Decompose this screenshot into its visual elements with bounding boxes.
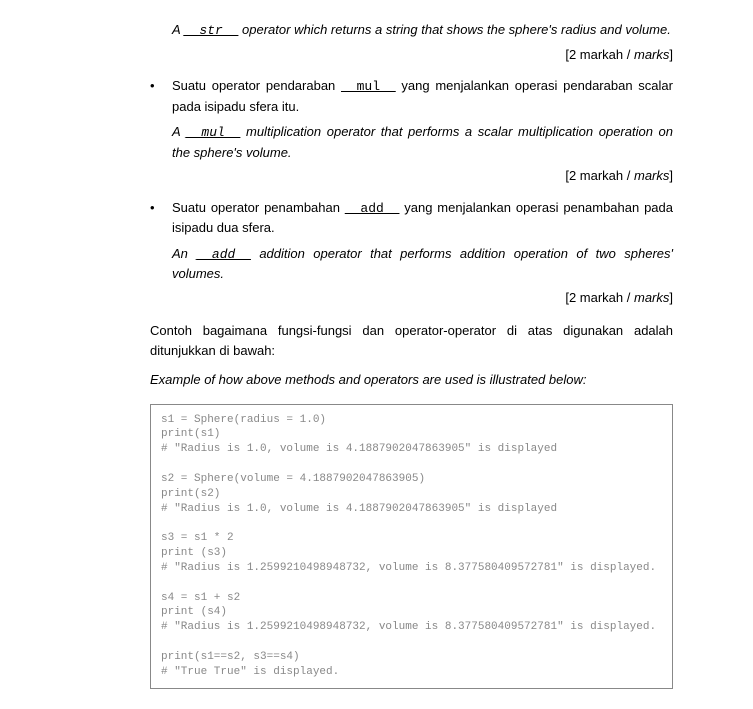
- example-heading-malay: Contoh bagaimana fungsi-fungsi dan opera…: [150, 321, 673, 360]
- add-bullet: • Suatu operator penambahan __add__ yang…: [150, 198, 673, 238]
- add-operator-marks: [2 markah / marks]: [150, 288, 673, 308]
- mul-operator-description: A __mul__ multiplication operator that p…: [172, 122, 673, 162]
- mul-bullet: • Suatu operator pendaraban __mul__ yang…: [150, 76, 673, 116]
- bullet-marker: •: [150, 76, 172, 116]
- mul-operator-text: Suatu operator pendaraban __mul__ yang m…: [172, 76, 673, 116]
- add-operator-text: Suatu operator penambahan __add__ yang m…: [172, 198, 673, 238]
- example-heading-english: Example of how above methods and operato…: [150, 370, 673, 390]
- bullet-marker: •: [150, 198, 172, 238]
- str-operator-description: A __str__ operator which returns a strin…: [172, 20, 673, 41]
- add-operator-description: An __add__ addition operator that perfor…: [172, 244, 673, 284]
- str-operator-marks: [2 markah / marks]: [150, 45, 673, 65]
- mul-operator-marks: [2 markah / marks]: [150, 166, 673, 186]
- code-example-box: s1 = Sphere(radius = 1.0) print(s1) # "R…: [150, 404, 673, 689]
